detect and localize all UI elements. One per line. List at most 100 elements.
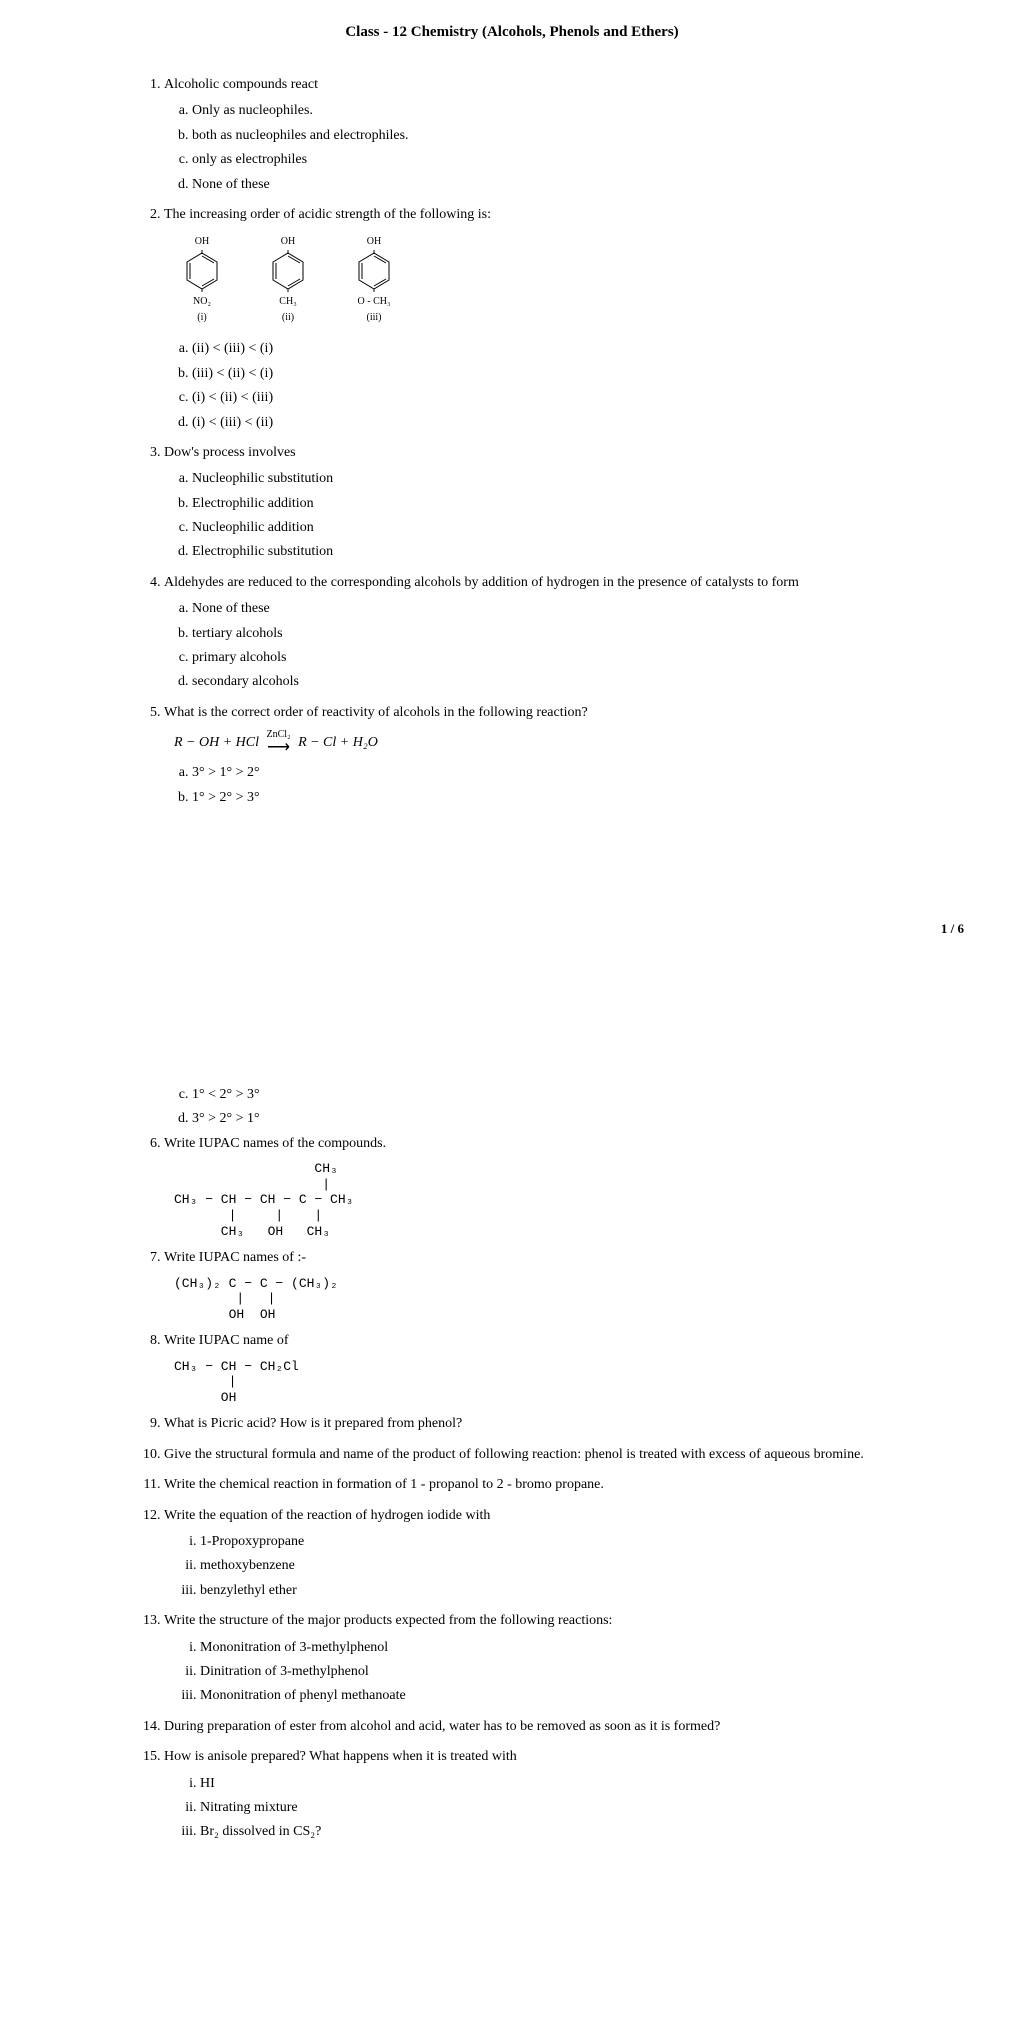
q5-opt-c: 1° < 2° > 3° [192,1084,924,1106]
q4-opt-a: None of these [192,598,924,620]
phenol-2: OH CH₃ (ii) [270,234,306,326]
benzene-icon [356,250,392,292]
q4-opt-d: secondary alcohols [192,671,924,693]
q5-opt-d: 3° > 2° > 1° [192,1108,924,1130]
content-area: Alcoholic compounds react Only as nucleo… [40,74,984,809]
q12-subitems: 1-Propoxypropane methoxybenzene benzylet… [164,1531,924,1602]
q1-opt-d: None of these [192,174,924,196]
q7-structure: (CH₃)₂ C − C − (CH₃)₂ | | OH OH [174,1276,924,1323]
q4-opt-b: tertiary alcohols [192,623,924,645]
q3-options: Nucleophilic substitution Electrophilic … [164,468,924,564]
q13-i: Mononitration of 3-methylphenol [200,1637,924,1659]
q3-opt-a: Nucleophilic substitution [192,468,924,490]
q1-opt-a: Only as nucleophiles. [192,100,924,122]
question-4: Aldehydes are reduced to the correspondi… [164,572,924,694]
q13-ii: Dinitration of 3-methylphenol [200,1661,924,1683]
question-15: How is anisole prepared? What happens wh… [164,1746,924,1844]
q2-opt-a: (ii) < (iii) < (i) [192,338,924,360]
q6-structure: CH₃ | CH₃ − CH − CH − C − CH₃ | | | CH₃ … [174,1161,924,1239]
q2-structures: OH NO₂ (i) OH CH₃ (ii) OH O - CH₃ [184,234,924,326]
q5-options-cd: 1° < 2° > 3° 3° > 2° > 1° [164,1084,924,1131]
phenol-1-top: OH [195,234,209,250]
question-14: During preparation of ester from alcohol… [164,1716,924,1738]
page-gap [0,960,1024,1060]
q3-opt-d: Electrophilic substitution [192,541,924,563]
q13-text: Write the structure of the major product… [164,1613,612,1628]
question-1: Alcoholic compounds react Only as nucleo… [164,74,924,196]
question-list: Alcoholic compounds react Only as nucleo… [140,74,924,809]
q8-text: Write IUPAC name of [164,1333,289,1348]
q5-text: What is the correct order of reactivity … [164,705,588,720]
question-13: Write the structure of the major product… [164,1610,924,1708]
q11-text: Write the chemical reaction in formation… [164,1477,604,1492]
q8-structure: CH₃ − CH − CH₂Cl | OH [174,1359,924,1406]
q12-text: Write the equation of the reaction of hy… [164,1508,490,1523]
q7-text: Write IUPAC names of :- [164,1250,306,1265]
q2-opt-c: (i) < (ii) < (iii) [192,387,924,409]
question-5: What is the correct order of reactivity … [164,702,924,809]
q5-opt-a: 3° > 1° > 2° [192,762,924,784]
q1-opt-c: only as electrophiles [192,149,924,171]
q1-text: Alcoholic compounds react [164,77,318,92]
question-2: The increasing order of acidic strength … [164,204,924,434]
q15-text: How is anisole prepared? What happens wh… [164,1749,517,1764]
q9-text: What is Picric acid? How is it prepared … [164,1416,462,1431]
q4-opt-c: primary alcohols [192,647,924,669]
q12-iii: benzylethyl ether [200,1580,924,1602]
phenol-3-top: OH [367,234,381,250]
q3-opt-b: Electrophilic addition [192,493,924,515]
phenol-3-num: (iii) [367,310,382,326]
q15-i: HI [200,1773,924,1795]
phenol-3-bot: O - CH₃ [358,294,391,310]
phenol-2-num: (ii) [282,310,294,326]
phenol-2-top: OH [281,234,295,250]
phenol-1-bot: NO₂ [193,294,211,310]
phenol-1: OH NO₂ (i) [184,234,220,326]
question-9: What is Picric acid? How is it prepared … [164,1413,924,1435]
q5-reaction-left: R − OH + HCl [174,735,259,750]
phenol-2-bot: CH₃ [279,294,296,310]
q4-text: Aldehydes are reduced to the correspondi… [164,575,799,590]
q5-opt-b: 1° > 2° > 3° [192,787,924,809]
q3-text: Dow's process involves [164,445,296,460]
q2-text: The increasing order of acidic strength … [164,207,491,222]
content-area-2: 1° < 2° > 3° 3° > 2° > 1° Write IUPAC na… [40,1084,984,1844]
q15-subitems: HI Nitrating mixture Br₂ dissolved in CS… [164,1773,924,1844]
page-title: Class - 12 Chemistry (Alcohols, Phenols … [40,20,984,44]
benzene-icon [270,250,306,292]
benzene-icon [184,250,220,292]
q2-opt-b: (iii) < (ii) < (i) [192,363,924,385]
question-10: Give the structural formula and name of … [164,1444,924,1466]
q5-options-ab: 3° > 1° > 2° 1° > 2° > 3° [164,762,924,809]
q4-options: None of these tertiary alcohols primary … [164,598,924,694]
page-number: 1 / 6 [941,919,964,940]
q13-subitems: Mononitration of 3-methylphenol Dinitrat… [164,1637,924,1708]
page-1: Class - 12 Chemistry (Alcohols, Phenols … [0,0,1024,960]
q15-ii: Nitrating mixture [200,1797,924,1819]
question-11: Write the chemical reaction in formation… [164,1474,924,1496]
page-2: 1° < 2° > 3° 3° > 2° > 1° Write IUPAC na… [0,1060,1024,2020]
question-12: Write the equation of the reaction of hy… [164,1505,924,1603]
q2-options: (ii) < (iii) < (i) (iii) < (ii) < (i) (i… [164,338,924,434]
phenol-1-num: (i) [197,310,206,326]
question-7: Write IUPAC names of :- (CH₃)₂ C − C − (… [164,1247,924,1322]
q5-reaction-right: R − Cl + H₂O [298,735,378,750]
question-3: Dow's process involves Nucleophilic subs… [164,442,924,564]
q10-text: Give the structural formula and name of … [164,1447,864,1462]
q2-opt-d: (i) < (iii) < (ii) [192,412,924,434]
q6-text: Write IUPAC names of the compounds. [164,1136,386,1151]
q1-opt-b: both as nucleophiles and electrophiles. [192,125,924,147]
q3-opt-c: Nucleophilic addition [192,517,924,539]
phenol-3: OH O - CH₃ (iii) [356,234,392,326]
q5-reaction: R − OH + HCl ZnCl₂ ⟶ R − Cl + H₂O [174,730,924,756]
question-6: Write IUPAC names of the compounds. CH₃ … [164,1133,924,1239]
q14-text: During preparation of ester from alcohol… [164,1719,720,1734]
arrow-icon: ZnCl₂ ⟶ [267,730,291,756]
q13-iii: Mononitration of phenyl methanoate [200,1685,924,1707]
q12-i: 1-Propoxypropane [200,1531,924,1553]
q15-iii: Br₂ dissolved in CS₂? [200,1821,924,1843]
q1-options: Only as nucleophiles. both as nucleophil… [164,100,924,196]
question-8: Write IUPAC name of CH₃ − CH − CH₂Cl | O… [164,1330,924,1405]
q12-ii: methoxybenzene [200,1555,924,1577]
question-list-2: Write IUPAC names of the compounds. CH₃ … [140,1133,924,1844]
